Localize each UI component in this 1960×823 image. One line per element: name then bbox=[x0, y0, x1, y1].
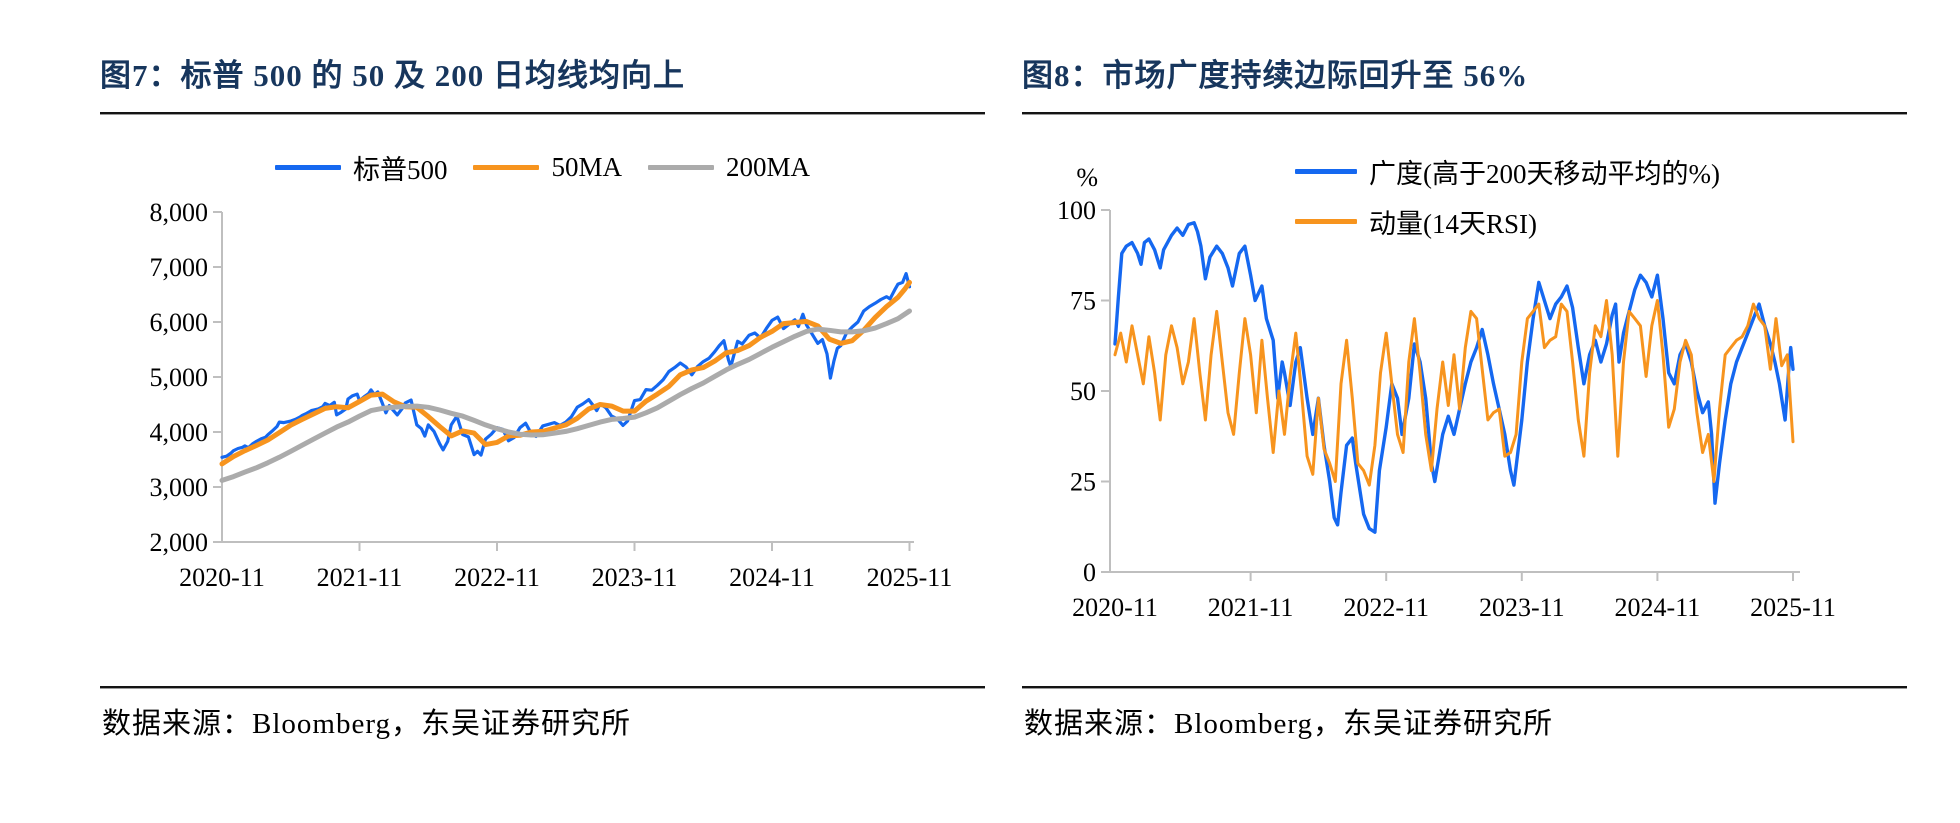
x-tick-label: 2022-11 bbox=[1343, 593, 1429, 622]
x-tick-label: 2024-11 bbox=[729, 563, 815, 592]
ma50-legend-label: 50MA bbox=[551, 152, 622, 182]
x-tick-label: 2021-11 bbox=[317, 563, 403, 592]
sp500-legend-label: 标普500 bbox=[352, 155, 448, 185]
rsi-legend-label: 动量(14天RSI) bbox=[1369, 209, 1537, 239]
x-tick-label: 2022-11 bbox=[454, 563, 540, 592]
ma50-legend-line-sample bbox=[473, 165, 540, 170]
y-tick-label: 3,000 bbox=[150, 473, 209, 502]
figure-7: 图7：标普 500 的 50 及 200 日均线均向上 标普500 50MA 200… bbox=[100, 0, 985, 823]
x-tick-label: 2025-11 bbox=[867, 563, 953, 592]
x-tick-label: 2023-11 bbox=[1479, 593, 1565, 622]
rsi-line bbox=[1113, 299, 1795, 487]
rsi-legend-line-sample bbox=[1295, 219, 1357, 224]
y-tick-label: 2,000 bbox=[150, 528, 209, 557]
figure-8-title: 图8：市场广度持续边际回升至 56% bbox=[1022, 58, 1529, 93]
y-tick-label: 4,000 bbox=[150, 418, 209, 447]
sp500-legend-line-sample bbox=[274, 165, 341, 170]
x-tick-label: 2025-11 bbox=[1750, 593, 1836, 622]
figure-8-source-rule bbox=[1022, 686, 1907, 689]
y-tick-label: 5,000 bbox=[150, 363, 209, 392]
figure-8-title-rule bbox=[1022, 112, 1907, 115]
ma200-legend-label: 200MA bbox=[726, 152, 811, 182]
figure-7-source-rule bbox=[100, 686, 985, 689]
figure-7-chart: 2,000 3,000 4,000 5,000 6,000 7,000 8,000 2020-… bbox=[150, 198, 953, 592]
legend-item-sp500: 标普500 bbox=[274, 148, 448, 187]
y-tick-label: 100 bbox=[1057, 196, 1096, 225]
legend-item-ma200: 200MA bbox=[648, 152, 810, 183]
figure-7-title-rule bbox=[100, 112, 985, 115]
figure-8: 图8：市场广度持续边际回升至 56% 广度(高于200天移动平均的%) 动量(14… bbox=[1022, 0, 1907, 823]
legend-item-ma50: 50MA bbox=[473, 152, 622, 183]
y-tick-label: 8,000 bbox=[150, 198, 209, 227]
x-tick-label: 2020-11 bbox=[179, 563, 265, 592]
ma200-line bbox=[219, 308, 912, 483]
ma200-legend-line-sample bbox=[648, 165, 714, 170]
y-tick-label: 50 bbox=[1070, 377, 1096, 406]
breadth-legend-label: 广度(高于200天移动平均的%) bbox=[1369, 159, 1720, 189]
y-tick-label: 25 bbox=[1070, 468, 1096, 497]
x-tick-label: 2023-11 bbox=[592, 563, 678, 592]
figure-7-source: 数据来源：Bloomberg，东吴证券研究所 bbox=[102, 708, 631, 740]
legend-item-rsi: 动量(14天RSI) bbox=[1295, 202, 1537, 241]
figure-8-chart: 0 25 50 75 100% 2020-11 2021-11 2022-11 2023-11 2… bbox=[1057, 163, 1836, 622]
y-tick-label: 0 bbox=[1083, 558, 1096, 587]
legend-item-breadth: 广度(高于200天移动平均的%) bbox=[1295, 152, 1720, 191]
x-tick-label: 2024-11 bbox=[1615, 593, 1701, 622]
breadth-legend-line-sample bbox=[1295, 169, 1357, 174]
figure-8-legend: 广度(高于200天移动平均的%) 动量(14天RSI) bbox=[1295, 152, 1720, 241]
y-axis-unit-label: % bbox=[1076, 163, 1098, 192]
x-tick-label: 2020-11 bbox=[1072, 593, 1158, 622]
x-tick-label: 2021-11 bbox=[1208, 593, 1294, 622]
ma50-line bbox=[219, 279, 912, 467]
y-tick-label: 6,000 bbox=[150, 308, 209, 337]
y-tick-label: 75 bbox=[1070, 287, 1096, 316]
breadth-line bbox=[1113, 220, 1795, 534]
figure-7-title: 图7：标普 500 的 50 及 200 日均线均向上 bbox=[100, 58, 685, 93]
figure-7-legend: 标普500 50MA 200MA bbox=[100, 148, 985, 187]
y-tick-label: 7,000 bbox=[150, 253, 209, 282]
figure-8-source: 数据来源：Bloomberg，东吴证券研究所 bbox=[1024, 708, 1553, 740]
